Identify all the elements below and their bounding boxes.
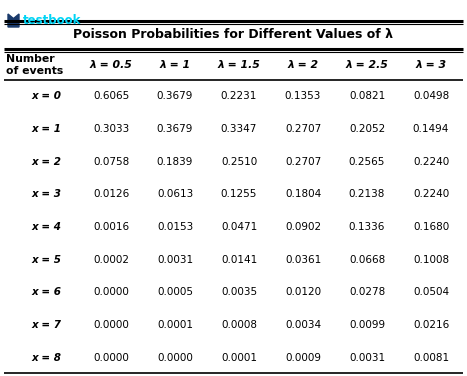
Text: 0.0758: 0.0758 bbox=[93, 157, 129, 167]
Text: 0.2138: 0.2138 bbox=[349, 190, 385, 199]
Text: λ = 3: λ = 3 bbox=[416, 59, 446, 70]
Text: 0.2707: 0.2707 bbox=[285, 157, 321, 167]
Text: 0.0126: 0.0126 bbox=[93, 190, 129, 199]
Text: 0.0001: 0.0001 bbox=[221, 353, 257, 363]
Text: 0.1804: 0.1804 bbox=[285, 190, 321, 199]
Text: x = 2: x = 2 bbox=[31, 157, 62, 167]
Text: 0.2240: 0.2240 bbox=[413, 190, 449, 199]
Text: 0.0008: 0.0008 bbox=[221, 320, 257, 330]
Text: 0.2510: 0.2510 bbox=[221, 157, 257, 167]
Text: λ = 1: λ = 1 bbox=[159, 59, 191, 70]
Text: x = 7: x = 7 bbox=[31, 320, 62, 330]
Text: 0.0471: 0.0471 bbox=[221, 222, 257, 232]
Text: 0.1008: 0.1008 bbox=[413, 255, 449, 265]
Text: 0.0821: 0.0821 bbox=[349, 91, 385, 102]
Text: 0.0216: 0.0216 bbox=[413, 320, 449, 330]
Text: 0.0099: 0.0099 bbox=[349, 320, 385, 330]
Text: testbook: testbook bbox=[23, 15, 81, 27]
Text: 0.0902: 0.0902 bbox=[285, 222, 321, 232]
Text: 0.3679: 0.3679 bbox=[157, 91, 193, 102]
Text: 0.0000: 0.0000 bbox=[93, 287, 129, 297]
Text: 0.0153: 0.0153 bbox=[157, 222, 193, 232]
Text: 0.3033: 0.3033 bbox=[93, 124, 129, 134]
Text: 0.0000: 0.0000 bbox=[157, 353, 193, 363]
Text: 0.2231: 0.2231 bbox=[221, 91, 257, 102]
Text: 0.0361: 0.0361 bbox=[285, 255, 321, 265]
Text: λ = 1.5: λ = 1.5 bbox=[218, 59, 261, 70]
Text: 0.1839: 0.1839 bbox=[157, 157, 193, 167]
Text: 0.2240: 0.2240 bbox=[413, 157, 449, 167]
Text: of events: of events bbox=[6, 65, 63, 76]
Text: 0.0001: 0.0001 bbox=[157, 320, 193, 330]
Text: 0.0081: 0.0081 bbox=[413, 353, 449, 363]
Text: 0.0000: 0.0000 bbox=[93, 353, 129, 363]
Text: x = 0: x = 0 bbox=[31, 91, 62, 102]
Text: 0.0613: 0.0613 bbox=[157, 190, 193, 199]
Polygon shape bbox=[8, 14, 19, 27]
Text: 0.0668: 0.0668 bbox=[349, 255, 385, 265]
Text: 0.0000: 0.0000 bbox=[93, 320, 129, 330]
Text: 0.0002: 0.0002 bbox=[93, 255, 129, 265]
Text: 0.1255: 0.1255 bbox=[221, 190, 257, 199]
Text: 0.0031: 0.0031 bbox=[157, 255, 193, 265]
Text: 0.0009: 0.0009 bbox=[285, 353, 321, 363]
Text: 0.0034: 0.0034 bbox=[285, 320, 321, 330]
Text: 0.0120: 0.0120 bbox=[285, 287, 321, 297]
Text: λ = 2.5: λ = 2.5 bbox=[346, 59, 389, 70]
Text: λ = 0.5: λ = 0.5 bbox=[90, 59, 133, 70]
Text: 0.1680: 0.1680 bbox=[413, 222, 449, 232]
Text: 0.0031: 0.0031 bbox=[349, 353, 385, 363]
Text: Number: Number bbox=[6, 53, 55, 64]
Text: 0.0005: 0.0005 bbox=[157, 287, 193, 297]
Text: x = 5: x = 5 bbox=[31, 255, 62, 265]
Text: Poisson Probabilities for Different Values of λ: Poisson Probabilities for Different Valu… bbox=[73, 28, 393, 41]
Text: x = 3: x = 3 bbox=[31, 190, 62, 199]
Text: 0.1353: 0.1353 bbox=[285, 91, 321, 102]
Text: 0.0035: 0.0035 bbox=[221, 287, 257, 297]
Text: 0.0141: 0.0141 bbox=[221, 255, 257, 265]
Text: x = 8: x = 8 bbox=[31, 353, 62, 363]
Text: 0.3679: 0.3679 bbox=[157, 124, 193, 134]
Text: 0.0278: 0.0278 bbox=[349, 287, 385, 297]
Text: λ = 2: λ = 2 bbox=[287, 59, 318, 70]
Text: 0.2565: 0.2565 bbox=[349, 157, 385, 167]
Text: 0.6065: 0.6065 bbox=[93, 91, 129, 102]
Text: x = 4: x = 4 bbox=[31, 222, 62, 232]
Text: x = 6: x = 6 bbox=[31, 287, 62, 297]
Text: 0.1336: 0.1336 bbox=[349, 222, 385, 232]
Text: 0.0498: 0.0498 bbox=[413, 91, 449, 102]
Text: 0.1494: 0.1494 bbox=[413, 124, 449, 134]
Text: x = 1: x = 1 bbox=[31, 124, 62, 134]
Text: 0.2707: 0.2707 bbox=[285, 124, 321, 134]
Text: 0.0504: 0.0504 bbox=[413, 287, 449, 297]
Text: 0.2052: 0.2052 bbox=[349, 124, 385, 134]
Text: 0.3347: 0.3347 bbox=[221, 124, 257, 134]
Text: 0.0016: 0.0016 bbox=[93, 222, 129, 232]
